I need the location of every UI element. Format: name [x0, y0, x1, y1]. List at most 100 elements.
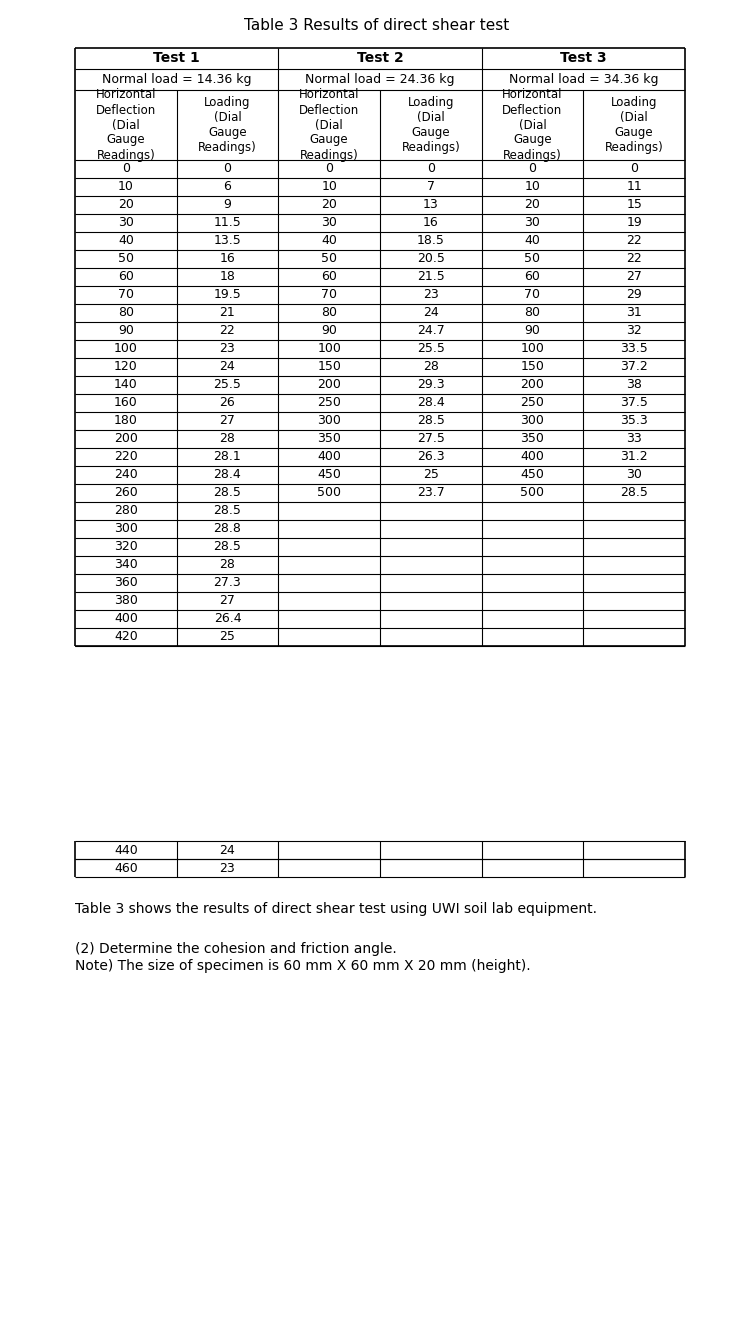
- Text: 28.4: 28.4: [417, 397, 445, 409]
- Text: 340: 340: [114, 558, 138, 571]
- Text: 0: 0: [427, 163, 434, 176]
- Text: 50: 50: [525, 253, 541, 265]
- Text: 16: 16: [220, 253, 236, 265]
- Text: 280: 280: [114, 505, 138, 518]
- Text: 26: 26: [220, 397, 236, 409]
- Text: 10: 10: [118, 181, 134, 193]
- Text: 260: 260: [114, 486, 138, 500]
- Text: 25.5: 25.5: [214, 378, 242, 392]
- Text: 28: 28: [220, 433, 236, 445]
- Text: 28.5: 28.5: [214, 541, 242, 554]
- Text: 200: 200: [520, 378, 544, 392]
- Text: 23.7: 23.7: [417, 486, 445, 500]
- Text: 21: 21: [220, 306, 236, 320]
- Text: Test 1: Test 1: [154, 52, 200, 65]
- Text: 200: 200: [317, 378, 341, 392]
- Text: 100: 100: [114, 342, 138, 356]
- Text: Horizontal
Deflection
(Dial
Gauge
Readings): Horizontal Deflection (Dial Gauge Readin…: [299, 88, 359, 161]
- Text: 0: 0: [224, 163, 231, 176]
- Text: 22: 22: [220, 325, 236, 337]
- Text: 28: 28: [423, 361, 439, 373]
- Text: 32: 32: [626, 325, 642, 337]
- Text: 380: 380: [114, 594, 138, 607]
- Text: 23: 23: [220, 342, 236, 356]
- Text: 200: 200: [114, 433, 138, 445]
- Text: 30: 30: [322, 217, 337, 229]
- Text: 11: 11: [626, 181, 642, 193]
- Text: 37.5: 37.5: [620, 397, 648, 409]
- Text: 28.1: 28.1: [214, 450, 242, 464]
- Text: 90: 90: [525, 325, 541, 337]
- Text: 28.5: 28.5: [620, 486, 648, 500]
- Text: 20.5: 20.5: [417, 253, 445, 265]
- Text: 30: 30: [118, 217, 134, 229]
- Text: Normal load = 34.36 kg: Normal load = 34.36 kg: [508, 73, 658, 87]
- Text: 33.5: 33.5: [620, 342, 648, 356]
- Text: 31.2: 31.2: [620, 450, 648, 464]
- Text: 240: 240: [114, 469, 138, 481]
- Text: 27: 27: [220, 594, 236, 607]
- Text: 250: 250: [317, 397, 341, 409]
- Text: 400: 400: [520, 450, 544, 464]
- Text: 500: 500: [520, 486, 544, 500]
- Text: 70: 70: [525, 289, 541, 301]
- Text: 140: 140: [114, 378, 138, 392]
- Text: 0: 0: [630, 163, 638, 176]
- Text: 0: 0: [122, 163, 130, 176]
- Text: 22: 22: [626, 234, 642, 248]
- Text: 24: 24: [423, 306, 439, 320]
- Text: 20: 20: [525, 198, 541, 212]
- Text: 21.5: 21.5: [417, 270, 445, 284]
- Text: 30: 30: [525, 217, 541, 229]
- Text: 37.2: 37.2: [620, 361, 648, 373]
- Text: 13.5: 13.5: [214, 234, 242, 248]
- Text: Test 3: Test 3: [560, 52, 607, 65]
- Text: 29.3: 29.3: [417, 378, 444, 392]
- Text: 220: 220: [114, 450, 138, 464]
- Text: 50: 50: [322, 253, 337, 265]
- Text: 26.3: 26.3: [417, 450, 444, 464]
- Text: 90: 90: [322, 325, 337, 337]
- Text: 15: 15: [626, 198, 642, 212]
- Text: 120: 120: [114, 361, 138, 373]
- Text: 29: 29: [626, 289, 642, 301]
- Text: 450: 450: [520, 469, 544, 481]
- Text: 160: 160: [114, 397, 138, 409]
- Text: 22: 22: [626, 253, 642, 265]
- Text: Horizontal
Deflection
(Dial
Gauge
Readings): Horizontal Deflection (Dial Gauge Readin…: [502, 88, 562, 161]
- Text: Loading
(Dial
Gauge
Readings): Loading (Dial Gauge Readings): [198, 96, 257, 155]
- Text: Note) The size of specimen is 60 mm X 60 mm X 20 mm (height).: Note) The size of specimen is 60 mm X 60…: [75, 959, 531, 972]
- Text: 24: 24: [220, 361, 236, 373]
- Text: (2) Determine the cohesion and friction angle.: (2) Determine the cohesion and friction …: [75, 942, 397, 956]
- Text: 27: 27: [220, 414, 236, 428]
- Text: 40: 40: [322, 234, 337, 248]
- Text: 460: 460: [114, 862, 138, 875]
- Text: 38: 38: [626, 378, 642, 392]
- Text: 360: 360: [114, 577, 138, 590]
- Text: 500: 500: [317, 486, 341, 500]
- Text: 80: 80: [525, 306, 541, 320]
- Text: Normal load = 24.36 kg: Normal load = 24.36 kg: [305, 73, 455, 87]
- Text: 0: 0: [325, 163, 333, 176]
- Text: Normal load = 14.36 kg: Normal load = 14.36 kg: [102, 73, 252, 87]
- Text: 100: 100: [317, 342, 341, 356]
- Text: 25.5: 25.5: [417, 342, 445, 356]
- Text: 60: 60: [525, 270, 541, 284]
- Text: 180: 180: [114, 414, 138, 428]
- Text: 80: 80: [322, 306, 337, 320]
- Text: 20: 20: [322, 198, 337, 212]
- Text: 20: 20: [118, 198, 134, 212]
- Text: 50: 50: [117, 253, 134, 265]
- Text: 9: 9: [224, 198, 231, 212]
- Text: 40: 40: [118, 234, 134, 248]
- Text: 60: 60: [118, 270, 134, 284]
- Text: 80: 80: [117, 306, 134, 320]
- Text: 24: 24: [220, 843, 236, 856]
- Text: 7: 7: [427, 181, 434, 193]
- Text: 11.5: 11.5: [214, 217, 242, 229]
- Text: 24.7: 24.7: [417, 325, 445, 337]
- Text: 27: 27: [626, 270, 642, 284]
- Text: 28.5: 28.5: [417, 414, 445, 428]
- Text: 10: 10: [525, 181, 541, 193]
- Text: Horizontal
Deflection
(Dial
Gauge
Readings): Horizontal Deflection (Dial Gauge Readin…: [96, 88, 156, 161]
